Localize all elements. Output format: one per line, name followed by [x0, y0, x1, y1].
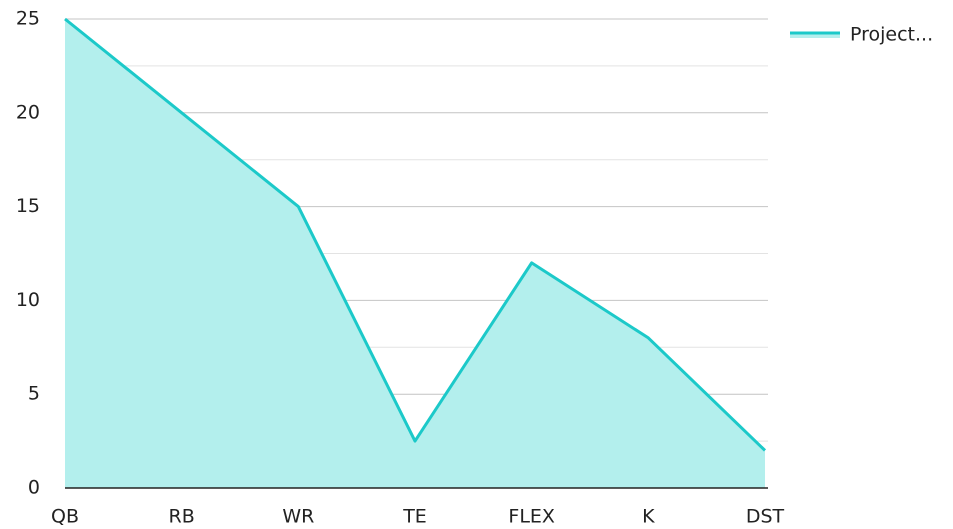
- x-tick-label: TE: [402, 506, 427, 528]
- x-tick-label: WR: [282, 506, 314, 528]
- x-tick-label: RB: [169, 506, 195, 528]
- x-tick-label: K: [642, 506, 655, 528]
- area-fill: [65, 19, 765, 488]
- y-tick-label: 15: [16, 195, 40, 217]
- y-tick-label: 10: [16, 289, 40, 311]
- legend-label: Project...: [850, 24, 933, 46]
- x-tick-label: QB: [51, 506, 79, 528]
- legend-swatch: [790, 33, 840, 38]
- y-tick-label: 20: [16, 101, 40, 123]
- y-tick-label: 5: [28, 383, 40, 405]
- y-tick-label: 25: [16, 8, 40, 30]
- x-tick-label: DST: [746, 506, 785, 528]
- x-tick-label: FLEX: [508, 506, 555, 528]
- area-line: [64, 17, 767, 452]
- y-tick-label: 0: [28, 477, 40, 499]
